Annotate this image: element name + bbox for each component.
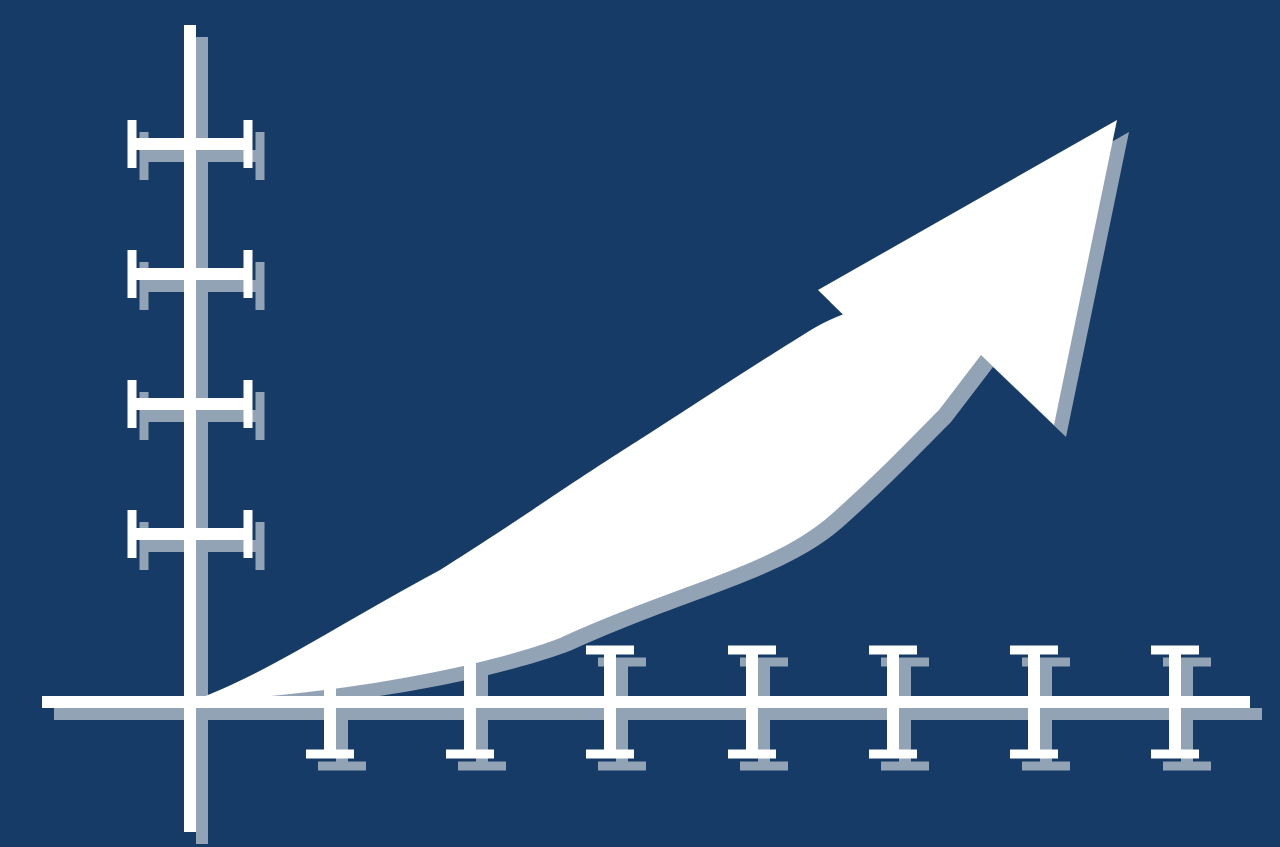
growth-chart	[0, 0, 1280, 847]
